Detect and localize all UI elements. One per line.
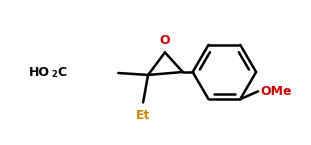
Text: 2: 2	[51, 70, 57, 79]
Text: O: O	[160, 35, 170, 48]
Text: C: C	[57, 67, 66, 79]
Text: Et: Et	[136, 109, 150, 122]
Text: OMe: OMe	[260, 85, 291, 98]
Text: HO: HO	[29, 67, 50, 79]
